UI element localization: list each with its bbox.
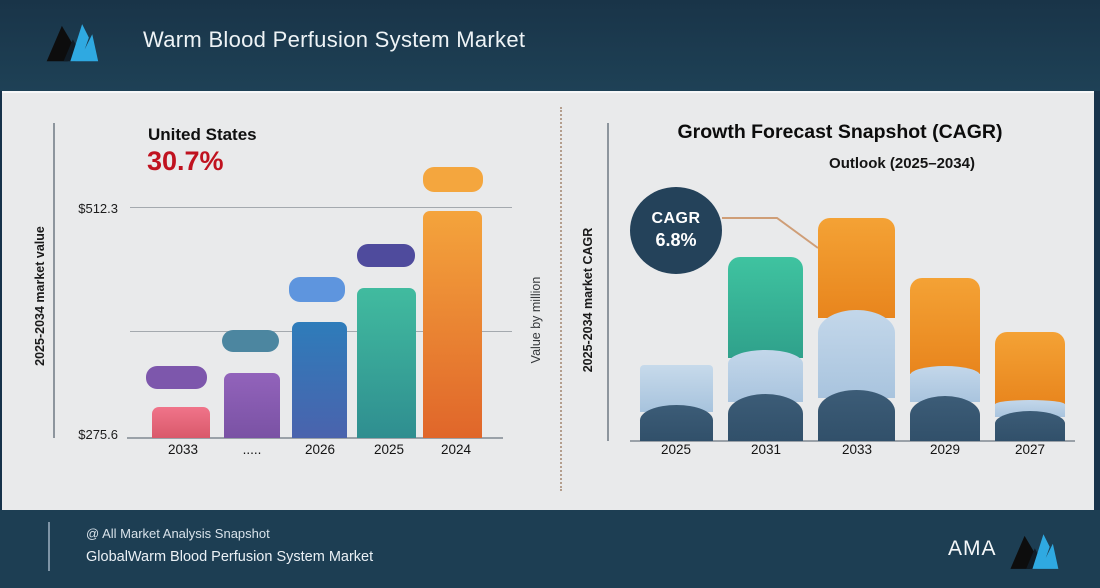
stacked-bar-2031-segment-1 xyxy=(728,257,803,358)
cagr-badge-value: 6.8% xyxy=(655,230,697,250)
cagr-badge-label: CAGR xyxy=(651,210,701,227)
stacked-bar-2031-segment-3 xyxy=(728,394,803,441)
bar-2033 xyxy=(152,407,210,438)
left-gridline-top xyxy=(130,207,512,208)
bar-cap-2024 xyxy=(423,167,483,192)
x-tick-2026: 2026 xyxy=(304,442,336,457)
stacked-bar-2033-segment-3 xyxy=(818,390,895,441)
stacked-bar-2025-segment-1 xyxy=(640,365,713,412)
left-y-axis xyxy=(53,123,55,438)
bar-cap-2025 xyxy=(357,244,415,267)
stacked-bar-2027-segment-3 xyxy=(995,411,1065,441)
stacked-bar-2033-segment-2 xyxy=(818,310,895,398)
x-tick-2025: 2025 xyxy=(373,442,405,457)
bar-cap-2026 xyxy=(289,277,345,302)
cagr-badge: CAGR 6.8% xyxy=(630,187,722,274)
x-tick-2029: 2029 xyxy=(929,442,961,457)
right-chart-title: Growth Forecast Snapshot (CAGR) xyxy=(677,121,1003,143)
stacked-bar-2033-segment-1 xyxy=(818,218,895,318)
page-title: Warm Blood Perfusion System Market xyxy=(143,27,526,52)
right-chart-subtitle: Outlook (2025–2034) xyxy=(829,155,975,172)
stacked-bar-2031-segment-2 xyxy=(728,350,803,402)
ama-logo-icon xyxy=(46,24,99,62)
x-tick-2024: 2024 xyxy=(440,442,472,457)
stacked-bar-2027-segment-1 xyxy=(995,332,1065,406)
footer-brand-text: AMA xyxy=(948,537,997,560)
left-x-axis xyxy=(127,437,503,439)
footer-divider-line xyxy=(48,522,50,571)
panel-divider xyxy=(560,107,562,491)
left-ytick-high: $512.3 xyxy=(78,201,118,216)
header-bar: Warm Blood Perfusion System Market xyxy=(0,0,1100,91)
left-chart-title: United States xyxy=(148,125,257,144)
bar-2026 xyxy=(292,322,347,438)
stacked-bar-2025-segment-2 xyxy=(640,405,713,441)
left-chart-highlight-value: 30.7% xyxy=(147,146,224,176)
bar-cap-2033 xyxy=(146,366,207,389)
footer-bar: @ All Market Analysis Snapshot GlobalWar… xyxy=(0,510,1100,588)
x-tick-2033: 2033 xyxy=(841,442,873,457)
badge-connector-line xyxy=(722,217,819,249)
x-tick-2033: 2033 xyxy=(167,442,199,457)
footer-subtitle: GlobalWarm Blood Perfusion System Market xyxy=(86,549,374,565)
left-ytick-low: $275.6 xyxy=(78,427,118,442)
x-tick-2031: 2031 xyxy=(750,442,782,457)
bar-2024 xyxy=(423,211,482,438)
ama-logo-icon xyxy=(1010,534,1059,569)
stacked-bar-2029-segment-3 xyxy=(910,396,980,441)
right-x-axis xyxy=(630,440,1075,442)
right-y-axis xyxy=(607,123,609,441)
bar-cap-..... xyxy=(222,330,279,352)
bar-2025 xyxy=(357,288,416,438)
bar-..... xyxy=(224,373,280,438)
stacked-bar-2029-segment-1 xyxy=(910,278,980,374)
x-tick-2025: 2025 xyxy=(660,442,692,457)
footer-caption: @ All Market Analysis Snapshot xyxy=(86,526,270,541)
x-tick-.....: ..... xyxy=(242,442,262,457)
x-tick-2027: 2027 xyxy=(1014,442,1046,457)
